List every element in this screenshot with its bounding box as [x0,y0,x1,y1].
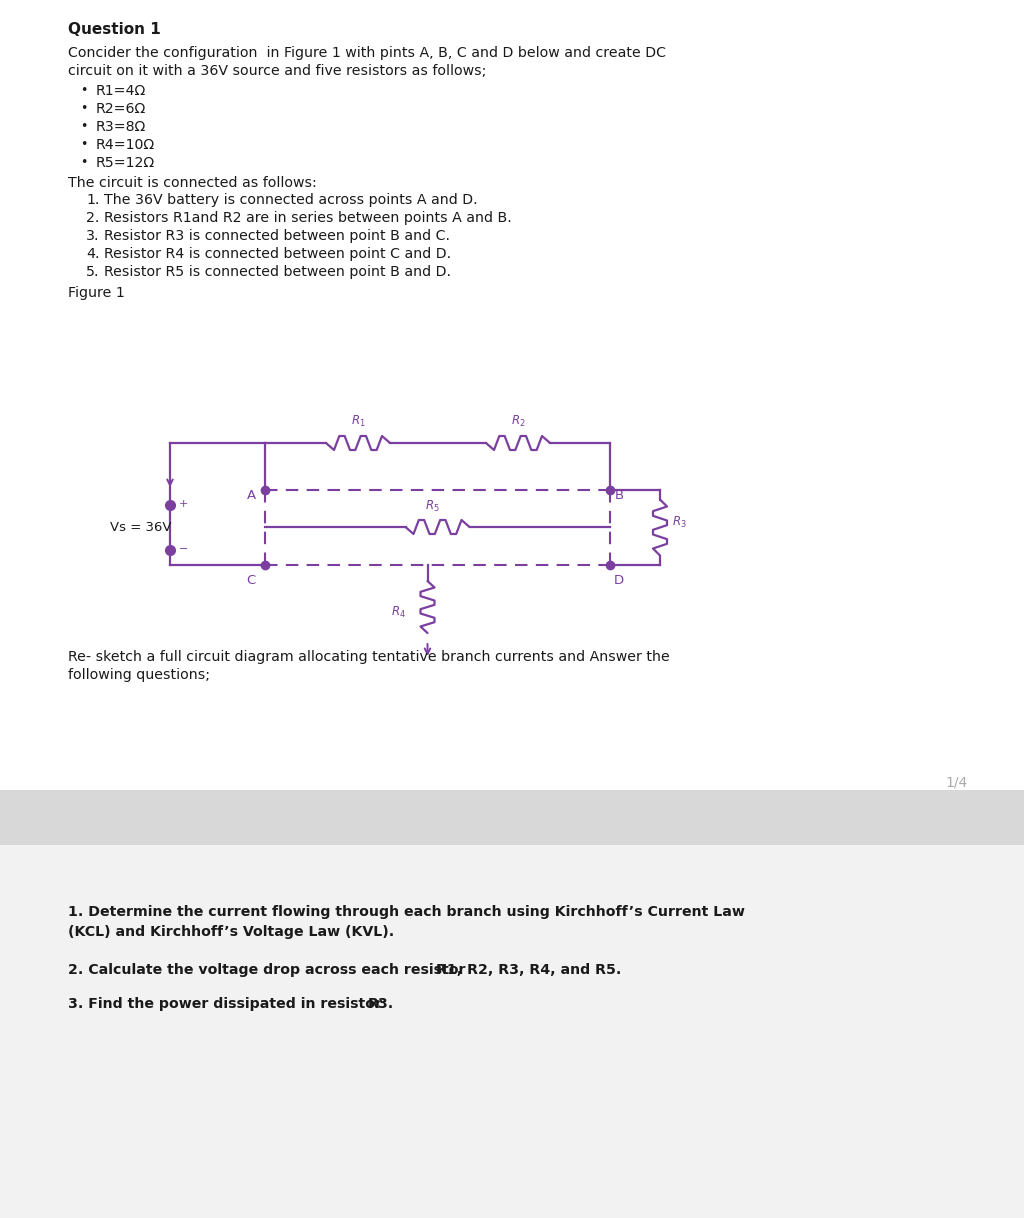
Text: •: • [80,102,87,114]
Text: Resistors R1and R2 are in series between points A and B.: Resistors R1and R2 are in series between… [104,211,512,225]
Text: $R_3$: $R_3$ [672,515,687,530]
Text: •: • [80,84,87,97]
Text: 5.: 5. [86,266,99,279]
Text: $R_1$: $R_1$ [350,414,366,429]
Text: $R_2$: $R_2$ [511,414,525,429]
Text: $R_5$: $R_5$ [425,499,440,514]
Text: (KCL) and Kirchhoff’s Voltage Law (KVL).: (KCL) and Kirchhoff’s Voltage Law (KVL). [68,924,394,939]
Bar [0,845,1024,1218]
Text: R1=4Ω: R1=4Ω [96,84,146,97]
Text: R5=12Ω: R5=12Ω [96,156,155,171]
Text: Resistor R5 is connected between point B and D.: Resistor R5 is connected between point B… [104,266,451,279]
Text: The 36V battery is connected across points A and D.: The 36V battery is connected across poin… [104,192,477,207]
Text: Concider the configuration  in Figure 1 with pints A, B, C and D below and creat: Concider the configuration in Figure 1 w… [68,46,666,60]
Text: following questions;: following questions; [68,667,210,682]
Text: 3.: 3. [86,229,99,244]
Text: Re- sketch a full circuit diagram allocating tentative branch currents and Answe: Re- sketch a full circuit diagram alloca… [68,650,670,664]
Text: R3.: R3. [368,998,394,1011]
Text: Question 1: Question 1 [68,22,161,37]
Text: •: • [80,121,87,133]
Text: R1, R2, R3, R4, and R5.: R1, R2, R3, R4, and R5. [436,963,622,977]
Text: R4=10Ω: R4=10Ω [96,138,155,152]
Text: R2=6Ω: R2=6Ω [96,102,146,116]
Text: 3. Find the power dissipated in resistor: 3. Find the power dissipated in resistor [68,998,387,1011]
Text: 1/4: 1/4 [946,775,968,789]
Text: R3=8Ω: R3=8Ω [96,121,146,134]
Text: $R_4$: $R_4$ [390,604,406,620]
Text: 2.: 2. [86,211,99,225]
Text: +: + [179,499,188,509]
Text: Vs = 36V: Vs = 36V [110,521,171,533]
Text: C: C [247,574,256,587]
Bar [0,790,1024,845]
Text: Resistor R3 is connected between point B and C.: Resistor R3 is connected between point B… [104,229,450,244]
Text: circuit on it with a 36V source and five resistors as follows;: circuit on it with a 36V source and five… [68,65,486,78]
Text: •: • [80,138,87,151]
Text: 4.: 4. [86,247,99,261]
Text: Resistor R4 is connected between point C and D.: Resistor R4 is connected between point C… [104,247,452,261]
Text: The circuit is connected as follows:: The circuit is connected as follows: [68,175,316,190]
Text: Figure 1: Figure 1 [68,286,125,300]
Text: 1. Determine the current flowing through each branch using Kirchhoff’s Current L: 1. Determine the current flowing through… [68,905,744,920]
Text: 1.: 1. [86,192,99,207]
Text: 2. Calculate the voltage drop across each resistor: 2. Calculate the voltage drop across eac… [68,963,470,977]
Text: •: • [80,156,87,169]
Text: B: B [614,488,624,502]
Text: −: − [179,544,188,554]
Text: A: A [247,488,256,502]
Text: D: D [614,574,624,587]
